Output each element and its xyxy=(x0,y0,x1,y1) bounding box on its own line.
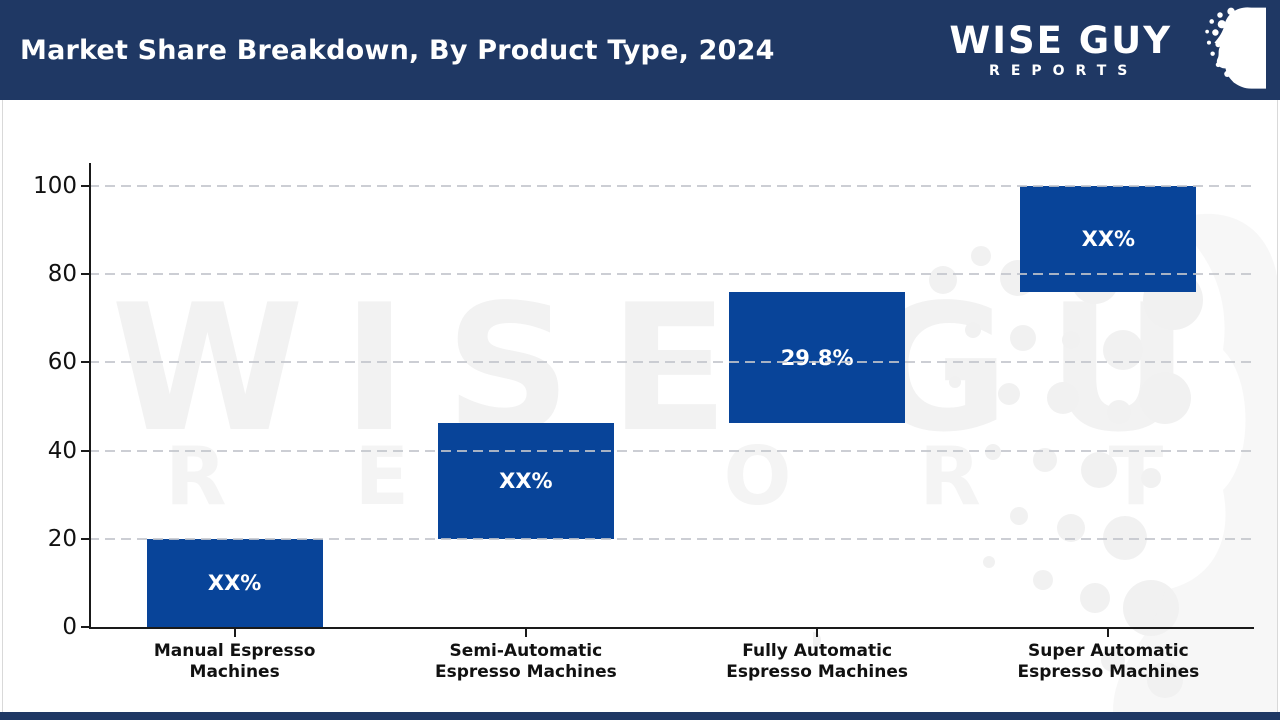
horizontal-gridline xyxy=(89,185,1254,187)
y-axis-tick-mark xyxy=(81,626,89,628)
x-axis-category-label: Super Automatic Espresso Machines xyxy=(978,641,1238,683)
x-axis-tick-mark xyxy=(816,629,819,637)
y-axis-tick-label: 0 xyxy=(62,614,77,640)
x-axis-tick-mark xyxy=(524,629,527,637)
x-axis-category-label-line: Espresso Machines xyxy=(726,662,909,682)
dotted-head-profile-icon xyxy=(1205,7,1266,89)
y-axis-tick-mark xyxy=(81,361,89,364)
y-axis-tick-label: 20 xyxy=(47,525,77,552)
y-axis-tick-label: 40 xyxy=(47,437,77,464)
y-axis-tick-label: 80 xyxy=(47,261,77,288)
waterfall-bar: XX% xyxy=(1020,186,1197,292)
x-axis-category-label-line: Espresso Machines xyxy=(434,662,617,682)
x-axis-category-label-line: Semi-Automatic xyxy=(449,641,603,661)
bar-value-label: XX% xyxy=(1081,226,1136,251)
footer-bar xyxy=(0,712,1280,720)
y-axis-tick-mark xyxy=(81,537,89,540)
x-axis-category-label-line: Super Automatic xyxy=(1028,641,1189,661)
bar-value-label: XX% xyxy=(207,570,262,595)
logo-subtitle: REPORTS xyxy=(989,63,1139,79)
y-axis-tick-label: 60 xyxy=(47,349,77,376)
x-axis-tick-mark xyxy=(1107,629,1110,637)
logo-text: WISE GUY REPORTS xyxy=(949,22,1172,78)
x-axis-category-label: Manual Espresso Machines xyxy=(105,641,365,683)
x-axis-spine xyxy=(89,627,1254,629)
horizontal-gridline xyxy=(89,537,1254,540)
x-axis-category-label-line: Machines xyxy=(189,662,280,682)
wise-guy-logo: WISE GUY REPORTS xyxy=(949,4,1266,96)
waterfall-bar: 29.8% xyxy=(729,291,906,424)
logo-wordmark: WISE GUY xyxy=(949,19,1172,62)
y-axis-tick-label: 100 xyxy=(33,173,77,199)
waterfall-bar: XX% xyxy=(146,538,323,627)
y-axis-tick-mark xyxy=(81,273,89,276)
horizontal-gridline xyxy=(89,361,1254,364)
horizontal-gridline xyxy=(89,273,1254,276)
bar-value-label: 29.8% xyxy=(780,345,854,370)
watermark-wordmark: WISE GU xyxy=(111,268,1228,471)
horizontal-gridline xyxy=(89,449,1254,452)
y-axis-spine xyxy=(89,163,91,629)
x-axis-category-label-line: Fully Automatic xyxy=(742,641,893,661)
header-bar: Market Share Breakdown, By Product Type,… xyxy=(0,0,1280,100)
y-axis-tick-mark xyxy=(81,449,89,452)
waterfall-bar: XX% xyxy=(437,423,614,539)
bar-value-label: XX% xyxy=(499,469,553,494)
x-axis-category-label-line: Manual Espresso xyxy=(153,641,316,661)
x-axis-tick-mark xyxy=(233,629,236,637)
y-axis-tick-mark xyxy=(81,185,89,187)
page-title: Market Share Breakdown, By Product Type,… xyxy=(20,34,775,66)
x-axis-category-label-line: Espresso Machines xyxy=(1017,662,1200,682)
x-axis-category-label: Fully Automatic Espresso Machines xyxy=(687,641,947,683)
x-axis-category-label: Semi-Automatic Espresso Machines xyxy=(396,641,656,683)
